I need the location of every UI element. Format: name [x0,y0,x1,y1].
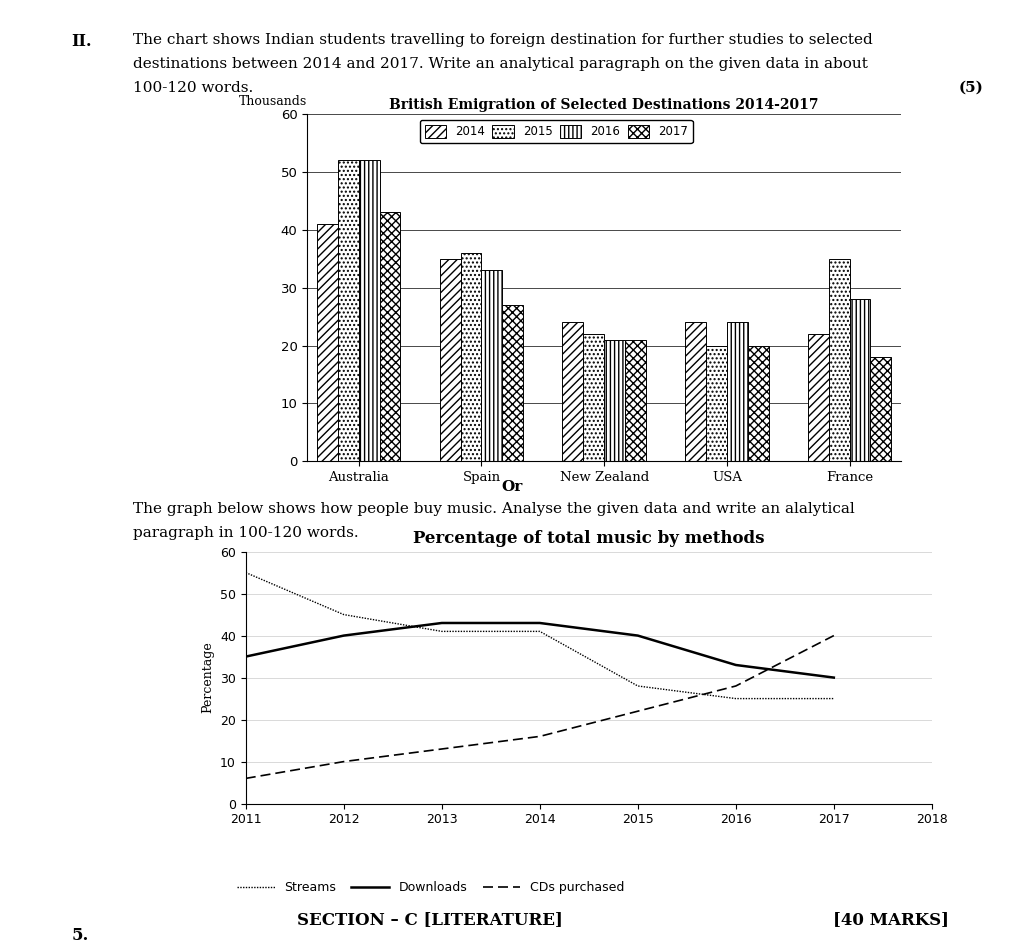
Text: The graph below shows how people buy music. Analyse the given data and write an : The graph below shows how people buy mus… [133,502,855,516]
Bar [625,340,646,461]
Bar [870,358,891,461]
Text: The chart shows Indian students travelling to foreign destination for further st: The chart shows Indian students travelli… [133,33,872,48]
Bar [685,322,706,461]
Bar [461,253,481,461]
Bar [481,270,503,461]
Text: paragraph in 100-120 words.: paragraph in 100-120 words. [133,526,358,540]
Bar [808,334,828,461]
Text: (5): (5) [958,81,983,95]
Bar [706,345,727,461]
Text: destinations between 2014 and 2017. Write an analytical paragraph on the given d: destinations between 2014 and 2017. Writ… [133,57,868,71]
Bar [584,334,604,461]
Legend: Streams, Downloads, CDs purchased: Streams, Downloads, CDs purchased [232,877,630,900]
Bar [727,322,748,461]
Title: Percentage of total music by methods: Percentage of total music by methods [413,531,765,547]
Title: British Emigration of Selected Destinations 2014-2017: British Emigration of Selected Destinati… [389,98,819,111]
Text: 5.: 5. [72,926,89,943]
Text: [40 MARKS]: [40 MARKS] [833,911,949,928]
Y-axis label: Percentage: Percentage [202,642,214,713]
Text: Thousands: Thousands [239,95,307,108]
Bar [828,259,850,461]
Bar [338,161,358,461]
Bar [604,340,625,461]
Bar [748,345,769,461]
Text: II.: II. [72,33,92,50]
Bar [850,300,870,461]
Bar [317,224,338,461]
Bar [439,259,461,461]
Bar [358,161,380,461]
Bar [380,212,400,461]
Bar [562,322,584,461]
Bar [503,305,523,461]
Text: SECTION – C [LITERATURE]: SECTION – C [LITERATURE] [297,911,563,928]
Legend: 2014, 2015, 2016, 2017: 2014, 2015, 2016, 2017 [420,120,693,144]
Text: Or: Or [502,480,522,495]
Text: 100-120 words.: 100-120 words. [133,81,253,95]
